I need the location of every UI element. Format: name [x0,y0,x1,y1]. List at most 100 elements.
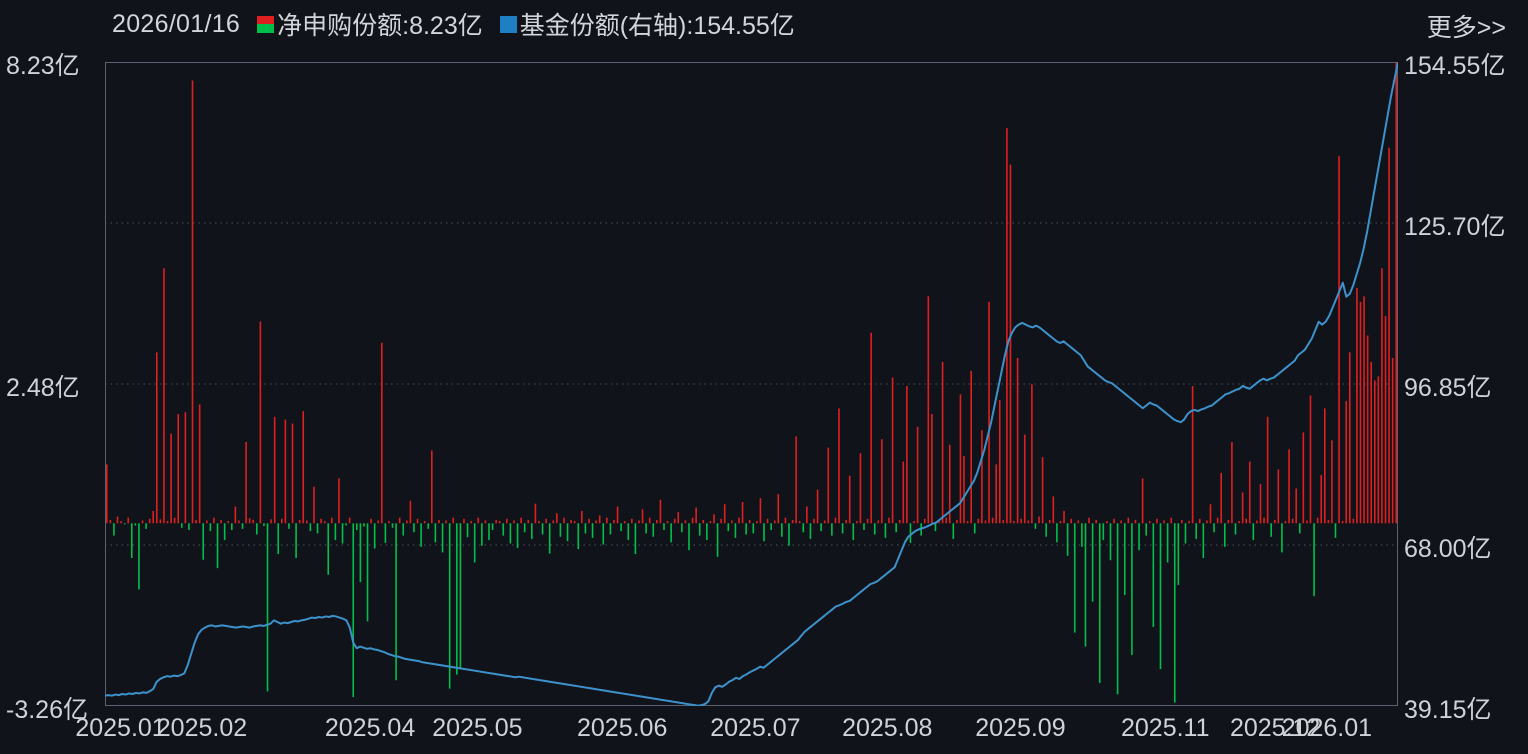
bar [881,439,883,524]
bar [459,523,462,670]
more-link[interactable]: 更多>> [1426,14,1506,42]
bar [338,478,340,524]
bar [620,523,622,532]
bar [434,523,437,543]
legend-item-fund-shares[interactable]: 基金份额(右轴):154.55亿 [499,6,795,42]
bar [784,517,787,524]
bar [666,521,669,524]
bar [473,523,476,563]
bar [934,523,937,532]
bar [1002,519,1005,524]
chart-legend: 2026/01/16 净申购份额:8.23亿 基金份额(右轴):154.55亿 [112,6,795,42]
bar [931,413,933,524]
bar [831,523,833,536]
bar [1048,519,1051,524]
plot-area[interactable] [105,62,1398,706]
bar [1209,504,1212,524]
bar [577,523,580,550]
bar [309,523,312,532]
bar [827,447,830,524]
bar [341,523,344,544]
bar [631,518,633,524]
bar [1381,268,1383,524]
bar [402,523,405,536]
bar [277,523,280,555]
bar [1327,519,1330,524]
bar [616,506,619,524]
bar [1248,461,1251,524]
bar [1220,472,1222,524]
plot-svg [105,62,1398,706]
bar [1238,521,1240,524]
bar [1202,523,1205,559]
bar [573,521,576,524]
bar [1345,401,1348,524]
bar [856,521,858,524]
bar [834,517,837,524]
bar [391,523,394,528]
bar [381,342,383,524]
bar [1134,519,1137,524]
bar [138,523,140,590]
bar [1052,496,1055,524]
bar [1031,384,1033,524]
bar [663,523,665,531]
bar [873,523,876,535]
bar [184,412,187,524]
bar [1348,352,1351,524]
bar [720,518,722,524]
bar [323,521,326,524]
bar [220,519,222,524]
bar [1013,521,1015,524]
bar [109,519,112,524]
bar [448,523,451,689]
bar [802,523,805,533]
bar [216,523,219,569]
bar [1145,523,1147,536]
bar [463,518,465,524]
bar [1302,432,1305,524]
bar [966,521,969,524]
bar [813,518,815,524]
bar [227,521,230,524]
bar [1277,469,1280,524]
bar [1084,523,1087,647]
bar [1077,520,1080,524]
bar [195,519,197,524]
bar [556,513,558,524]
net-subscription-swatch-icon [257,15,275,33]
bar [352,523,355,698]
bar [1070,518,1072,524]
bar [1109,523,1112,561]
bar [1316,517,1319,524]
bar [1291,518,1294,524]
bar [1373,380,1376,524]
right-axis-tick: 96.85亿 [1404,374,1492,402]
right-axis-tick: 154.55亿 [1404,52,1506,80]
x-axis-tick: 2025.05 [432,714,523,742]
bar [273,416,276,524]
bar [1184,523,1187,544]
bar [634,523,637,555]
bar [1041,457,1044,524]
chart-header: 2026/01/16 净申购份额:8.23亿 基金份额(右轴):154.55亿 … [0,0,1528,46]
bar [1191,385,1194,524]
bar [748,519,751,524]
bar [627,523,630,541]
bar [327,523,330,575]
bar [870,332,872,524]
bar [570,519,572,524]
bar [502,523,505,536]
bar [456,523,458,675]
legend-item-net-subscription[interactable]: 净申购份额:8.23亿 [257,6,483,42]
bar [209,523,212,532]
bar [659,499,662,524]
bar [1295,488,1297,524]
bar [773,520,776,524]
bar [641,509,644,524]
bar [1056,523,1058,543]
bar [1388,147,1390,524]
bar [698,523,701,536]
bar [163,268,165,524]
bar [952,523,955,539]
